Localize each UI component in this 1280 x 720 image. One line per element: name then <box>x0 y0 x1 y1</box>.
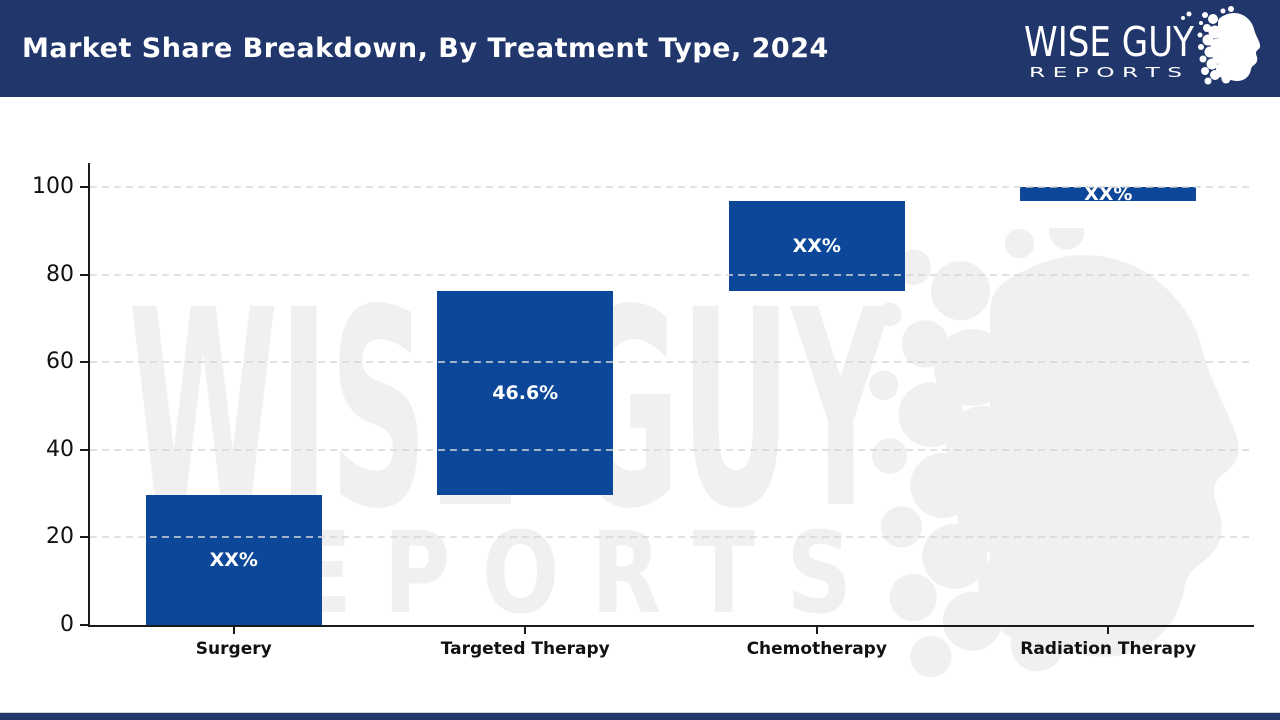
bar-value-label: XX% <box>209 548 258 571</box>
category-label: Radiation Therapy <box>1020 639 1197 659</box>
header-bar: Market Share Breakdown, By Treatment Typ… <box>0 0 1280 97</box>
y-axis-tick-label: 0 <box>60 612 74 637</box>
footer-divider <box>0 712 1280 713</box>
bar-segment: XX% <box>1020 187 1197 202</box>
y-axis-tick <box>80 273 88 276</box>
category-label: Chemotherapy <box>746 639 887 659</box>
logo-brand-text: WISE GUY <box>1024 18 1195 66</box>
bar-segment: XX% <box>145 494 322 625</box>
category-label: Surgery <box>195 639 272 659</box>
bar-value-label: 46.6% <box>492 381 559 404</box>
y-axis-tick-label: 80 <box>46 261 74 287</box>
y-axis-line <box>88 163 90 627</box>
y-axis-tick-label: 40 <box>46 436 74 462</box>
y-axis-tick <box>80 361 88 364</box>
gridline <box>90 536 1252 539</box>
y-axis-tick <box>80 448 88 451</box>
footer-bar <box>0 713 1280 720</box>
bar-segment: XX% <box>728 201 905 291</box>
plot-area: 0 20 40 60 80 100 XX% Surgery 46.6% Targeted Ther… <box>0 97 1280 712</box>
x-axis-tick <box>524 627 527 634</box>
gridline <box>90 448 1252 451</box>
logo-reports-text: R E P O R T S <box>1029 65 1182 81</box>
y-axis-tick <box>80 624 88 626</box>
bar-value-label: XX% <box>792 234 841 257</box>
logo-face-profile-icon <box>1181 6 1261 85</box>
x-axis-line <box>88 625 1254 627</box>
watermark-face-profile-icon <box>869 228 1239 678</box>
gridline <box>90 361 1252 364</box>
x-axis-tick <box>232 627 235 634</box>
y-axis-tick-label: 60 <box>46 349 74 375</box>
x-axis-tick <box>815 627 818 634</box>
y-axis-tick <box>80 186 88 188</box>
gridline <box>90 273 1252 276</box>
gridline <box>90 186 1252 188</box>
wise-guy-logo: WISE GUY R E P O R T S <box>1024 6 1261 85</box>
y-axis-tick-label: 20 <box>46 524 74 550</box>
y-axis-tick <box>80 536 88 539</box>
category-label: Targeted Therapy <box>440 639 610 659</box>
bar-value-label: XX% <box>1084 187 1133 202</box>
y-axis-tick-label: 100 <box>32 174 74 199</box>
bar-segment: 46.6% <box>437 290 614 495</box>
chart-title: Market Share Breakdown, By Treatment Typ… <box>22 33 829 64</box>
x-axis-tick <box>1107 627 1110 634</box>
